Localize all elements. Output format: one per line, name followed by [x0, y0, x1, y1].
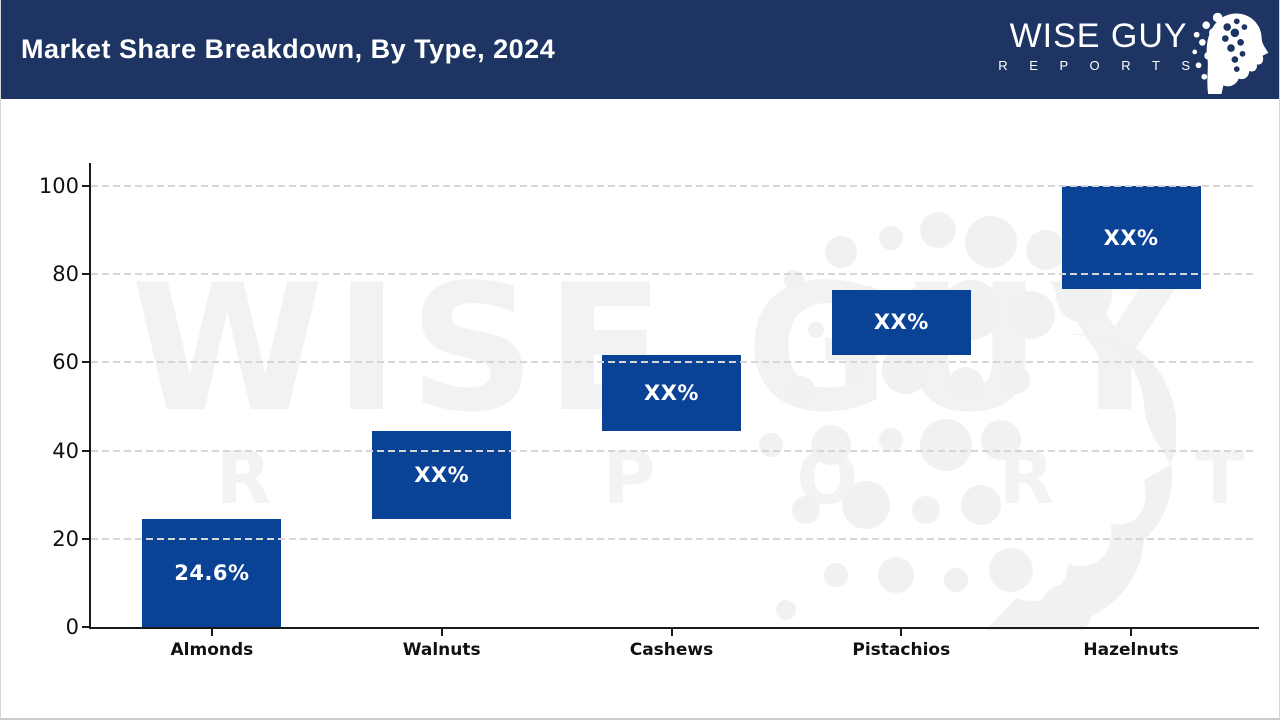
y-tick-mark [82, 449, 89, 452]
bar-value-label: XX% [873, 310, 929, 335]
bar-value-label: XX% [414, 462, 470, 487]
logo-wordmark: WISE GUY [1009, 17, 1188, 55]
x-tick-label-hazelnuts: Hazelnuts [1083, 640, 1179, 660]
gridline-20 [91, 537, 1257, 540]
x-tick-label-pistachios: Pistachios [852, 640, 951, 660]
y-tick-label: 20 [52, 526, 79, 551]
gridline-40 [91, 449, 1257, 452]
x-tick-mark [900, 629, 903, 636]
page-title: Market Share Breakdown, By Type, 2024 [21, 34, 556, 64]
bar-pistachios: XX% [831, 289, 971, 356]
header-bar: Market Share Breakdown, By Type, 2024 WI… [1, 0, 1279, 99]
x-tick-label-cashews: Cashews [629, 640, 714, 660]
y-tick-mark [82, 626, 89, 628]
bar-walnuts: XX% [372, 431, 512, 519]
wise-guy-reports-logo: WISE GUY R E P O R T S [998, 0, 1271, 99]
gridline-100 [91, 185, 1257, 187]
gridline-80 [91, 273, 1257, 276]
logo-text: WISE GUY R E P O R T S [998, 18, 1199, 76]
bar-value-label: XX% [1103, 225, 1159, 250]
y-tick-label: 100 [38, 174, 79, 198]
y-tick-mark [82, 537, 89, 540]
y-axis-line [89, 163, 91, 629]
watermark-head-dots-graphic [759, 212, 1176, 630]
x-tick-label-walnuts: Walnuts [402, 640, 481, 660]
bar-value-label: XX% [644, 380, 699, 405]
x-tick-label-almonds: Almonds [170, 640, 254, 660]
bar-hazelnuts: XX% [1061, 186, 1201, 290]
y-tick-label: 40 [52, 438, 79, 463]
x-tick-mark [1130, 629, 1133, 636]
logo-head-icon [1192, 12, 1269, 94]
bar-almonds: 24.6% [142, 518, 282, 627]
y-tick-mark [82, 185, 89, 187]
y-tick-mark [82, 273, 89, 276]
y-tick-label: 60 [52, 350, 79, 375]
x-tick-mark [440, 629, 443, 636]
bar-cashews: XX% [602, 354, 741, 431]
logo-subtitle: R E P O R T S [998, 58, 1199, 73]
x-tick-mark [670, 629, 673, 636]
bar-value-label: 24.6% [174, 560, 250, 585]
y-tick-label: 80 [52, 262, 79, 287]
gridline-60 [91, 361, 1257, 364]
y-tick-mark [82, 361, 89, 364]
x-axis-line [89, 627, 1259, 629]
x-tick-mark [210, 629, 213, 636]
y-tick-label: 0 [65, 615, 79, 639]
